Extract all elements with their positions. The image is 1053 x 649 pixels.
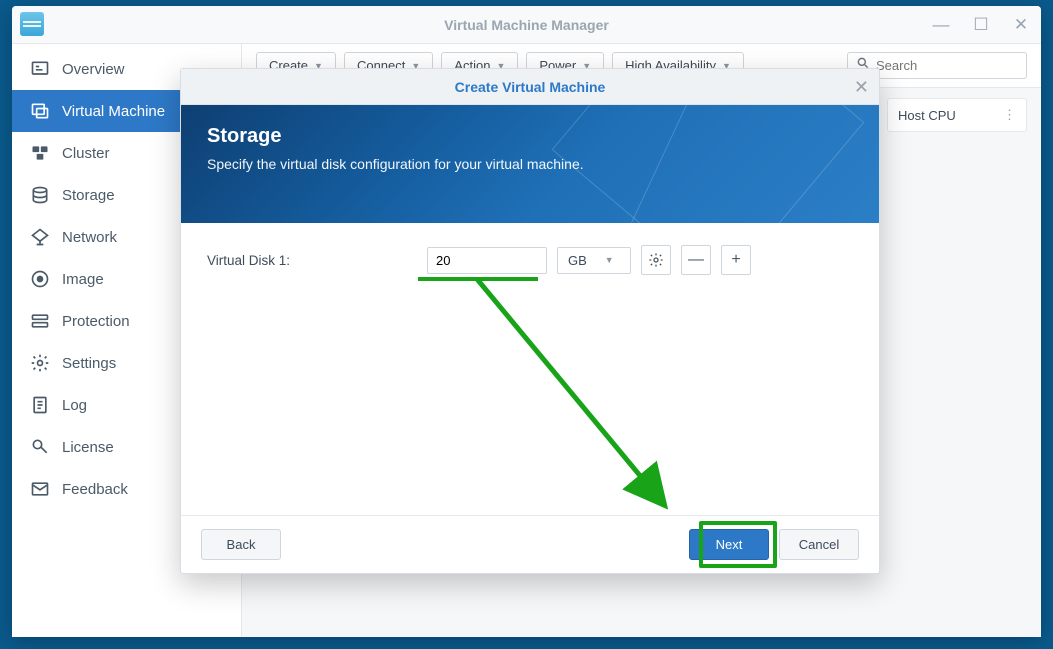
back-button[interactable]: Back (201, 529, 281, 560)
annotation-underline (418, 277, 538, 281)
modal-body: Virtual Disk 1: GB ▼ — + (181, 223, 879, 515)
modal-heading: Storage (207, 125, 853, 148)
modal-title: Create Virtual Machine (455, 79, 606, 95)
modal-titlebar: Create Virtual Machine ✕ (181, 69, 879, 105)
modal-subheading: Specify the virtual disk configuration f… (207, 156, 853, 172)
virtual-disk-unit-select[interactable]: GB ▼ (557, 247, 631, 274)
remove-disk-button[interactable]: — (681, 245, 711, 275)
disk-settings-button[interactable] (641, 245, 671, 275)
virtual-disk-row: Virtual Disk 1: GB ▼ — + (207, 245, 853, 275)
virtual-disk-label: Virtual Disk 1: (207, 253, 417, 268)
modal-close-button[interactable]: ✕ (854, 77, 869, 98)
virtual-disk-size-input[interactable] (427, 247, 547, 274)
caret-down-icon: ▼ (605, 255, 614, 265)
modal-hero: Storage Specify the virtual disk configu… (181, 105, 879, 223)
next-button-highlight: Next (689, 529, 769, 560)
add-disk-button[interactable]: + (721, 245, 751, 275)
create-vm-modal: Create Virtual Machine ✕ Storage Specify… (180, 68, 880, 574)
modal-overlay: Create Virtual Machine ✕ Storage Specify… (0, 0, 1053, 649)
next-button[interactable]: Next (689, 529, 769, 560)
modal-footer: Back Next Cancel (181, 515, 879, 573)
cancel-button[interactable]: Cancel (779, 529, 859, 560)
